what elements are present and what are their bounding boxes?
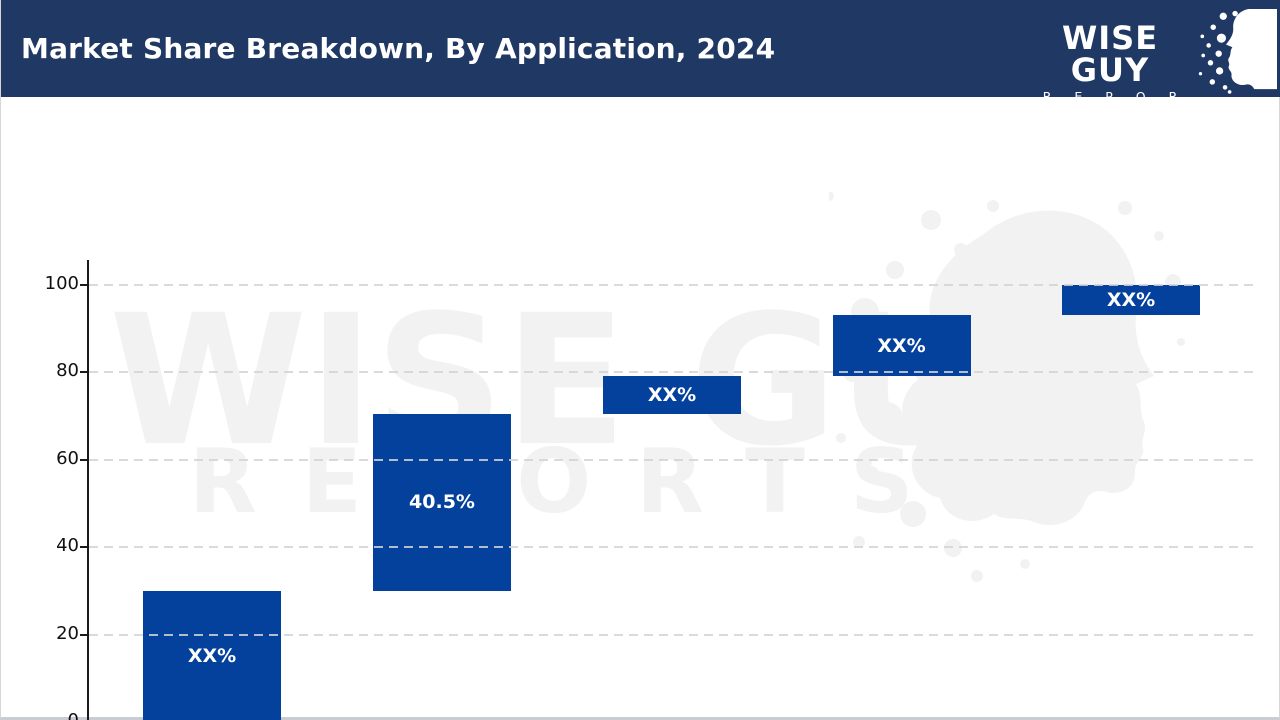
bar-electric-vehicles: 40.5% bbox=[373, 413, 511, 591]
header-bar: Market Share Breakdown, By Application, … bbox=[1, 0, 1280, 119]
y-tick-label: 0 bbox=[9, 710, 79, 720]
gridline bbox=[89, 458, 1257, 461]
watermark-head-icon bbox=[829, 192, 1185, 582]
bar-consumer-electronics: XX% bbox=[143, 590, 281, 720]
bar-value-label: XX% bbox=[647, 383, 697, 406]
y-tick-mark bbox=[80, 458, 88, 461]
y-tick-mark bbox=[80, 371, 88, 373]
y-tick-label: 100 bbox=[44, 272, 79, 294]
y-tick-label: 40 bbox=[56, 535, 79, 556]
y-tick-label: 80 bbox=[56, 360, 79, 381]
gridline bbox=[89, 633, 1257, 636]
y-tick-mark bbox=[80, 546, 88, 548]
y-tick-label: 20 bbox=[56, 622, 79, 644]
page-title: Market Share Breakdown, By Application, … bbox=[21, 32, 776, 65]
y-tick-mark bbox=[80, 283, 88, 286]
bar-aerospace: XX% bbox=[1062, 284, 1200, 316]
logo-text: WISE GUY R E P O R T S bbox=[1021, 22, 1199, 119]
logo-wordmark: WISE GUY bbox=[1061, 19, 1159, 89]
bar-value-label: XX% bbox=[877, 334, 926, 357]
wise-guy-logo: WISE GUY R E P O R T S bbox=[1021, 0, 1277, 119]
y-tick-mark bbox=[80, 633, 88, 636]
gridline bbox=[89, 283, 1257, 286]
bar-value-label: 40.5% bbox=[409, 491, 475, 514]
bar-value-label: XX% bbox=[1106, 288, 1156, 311]
plot-area: 020406080100XX%ConsumerElectronics40.5%E… bbox=[1, 97, 1280, 720]
logo-subtitle: R E P O R T S bbox=[1042, 89, 1187, 119]
gridline bbox=[89, 546, 1257, 548]
y-axis-line bbox=[87, 260, 89, 720]
bar-industrial-equipment: XX% bbox=[603, 376, 741, 414]
watermark-subtitle: REPORTS bbox=[189, 430, 959, 533]
bar-value-label: XX% bbox=[187, 645, 237, 668]
gridline bbox=[89, 371, 1257, 373]
logo-head-icon bbox=[1198, 9, 1277, 94]
y-tick-label: 60 bbox=[56, 447, 79, 469]
bar-energy-storage-systems: XX% bbox=[832, 315, 971, 377]
